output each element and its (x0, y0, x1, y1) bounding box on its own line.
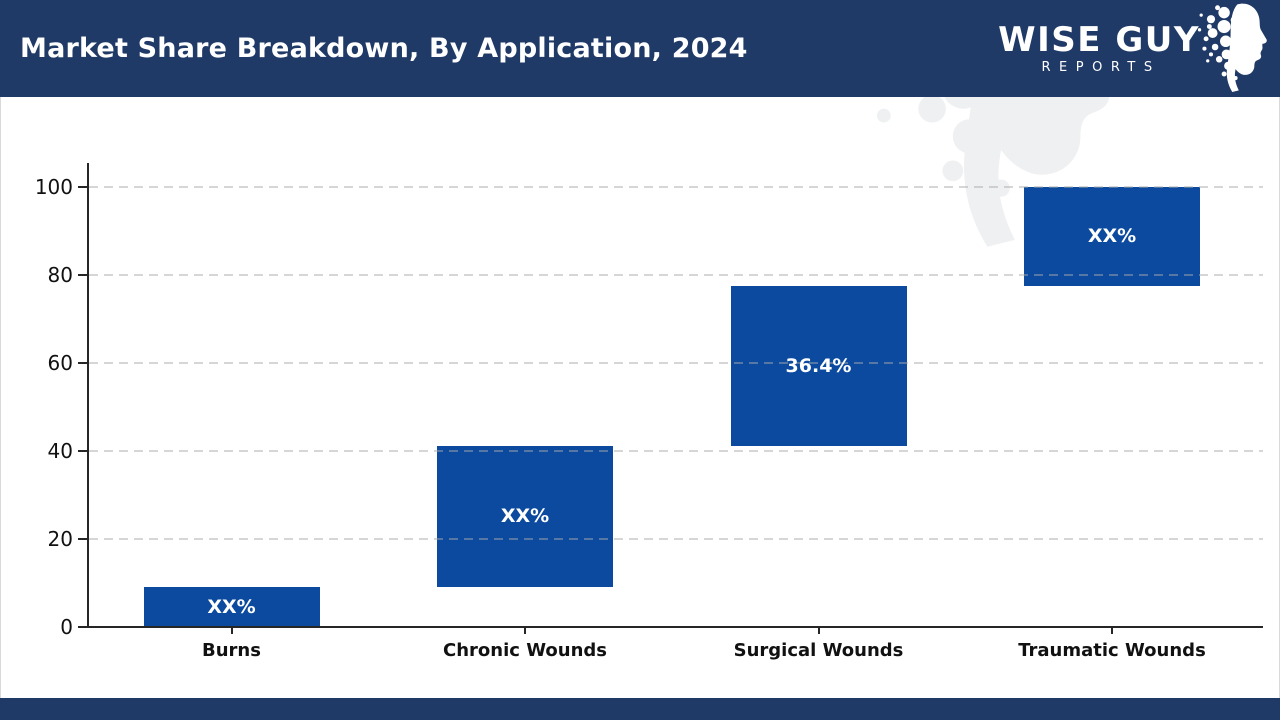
y-tick-40 (78, 450, 87, 452)
y-axis-spine (87, 163, 89, 628)
bar-chronic-wounds (437, 445, 613, 587)
logo-wordmark: WISE GUY (998, 19, 1200, 60)
bar-surgical-wounds (730, 285, 907, 446)
y-tick-80 (78, 274, 87, 276)
bar-value-label: XX% (500, 505, 550, 528)
y-tick-label: 100 (34, 175, 73, 199)
y-tick-100 (78, 186, 87, 188)
y-tick-label: 20 (47, 527, 73, 551)
y-tick-0 (78, 626, 87, 628)
y-tick-20 (78, 538, 87, 540)
logo-subtitle: REPORTS (1041, 59, 1161, 75)
watermark-dotted-head (876, 97, 1109, 247)
x-tick-2 (817, 627, 820, 634)
gridline-40 (89, 450, 1263, 452)
x-tick-3 (1111, 627, 1113, 634)
footer-bar (0, 698, 1280, 720)
gridline-60 (89, 362, 1263, 364)
header-bar: Market Share Breakdown, By Application, … (0, 0, 1280, 97)
logo-text: WISE GUY REPORTS (998, 23, 1200, 75)
plot-area: 0 20 40 60 80 100 XX% Burns XX% Chronic Wounds 36.… (35, 163, 1263, 661)
x-category-label: Traumatic Wounds (1018, 640, 1206, 661)
x-tick-0 (230, 627, 233, 634)
bar-burns (143, 586, 320, 627)
y-tick-label: 80 (47, 263, 73, 287)
x-axis-spine (83, 626, 1263, 628)
gridline-20 (89, 538, 1263, 540)
gridline-80 (89, 274, 1263, 276)
page-title: Market Share Breakdown, By Application, … (20, 33, 748, 64)
x-category-label: Surgical Wounds (733, 640, 904, 661)
y-tick-label: 0 (60, 615, 73, 639)
x-category-label: Chronic Wounds (443, 640, 607, 661)
bar-value-label: XX% (1087, 225, 1137, 248)
bar-traumatic-wounds (1024, 187, 1200, 286)
y-tick-60 (78, 362, 87, 364)
bar-value-label: 36.4% (785, 354, 852, 377)
bar-value-label: XX% (207, 595, 256, 618)
chart-canvas: WISE GUY REPORTS 020406080100XX%BurnsXX%… (0, 97, 1280, 698)
y-tick-label: 40 (47, 439, 73, 463)
gridline-100 (89, 186, 1263, 188)
dotted-head-icon (1197, 3, 1267, 92)
wise-guy-reports-logo: WISE GUY REPORTS (998, 3, 1280, 92)
x-category-label: Burns (202, 640, 261, 661)
x-tick-1 (524, 627, 526, 634)
y-tick-label: 60 (47, 351, 73, 375)
